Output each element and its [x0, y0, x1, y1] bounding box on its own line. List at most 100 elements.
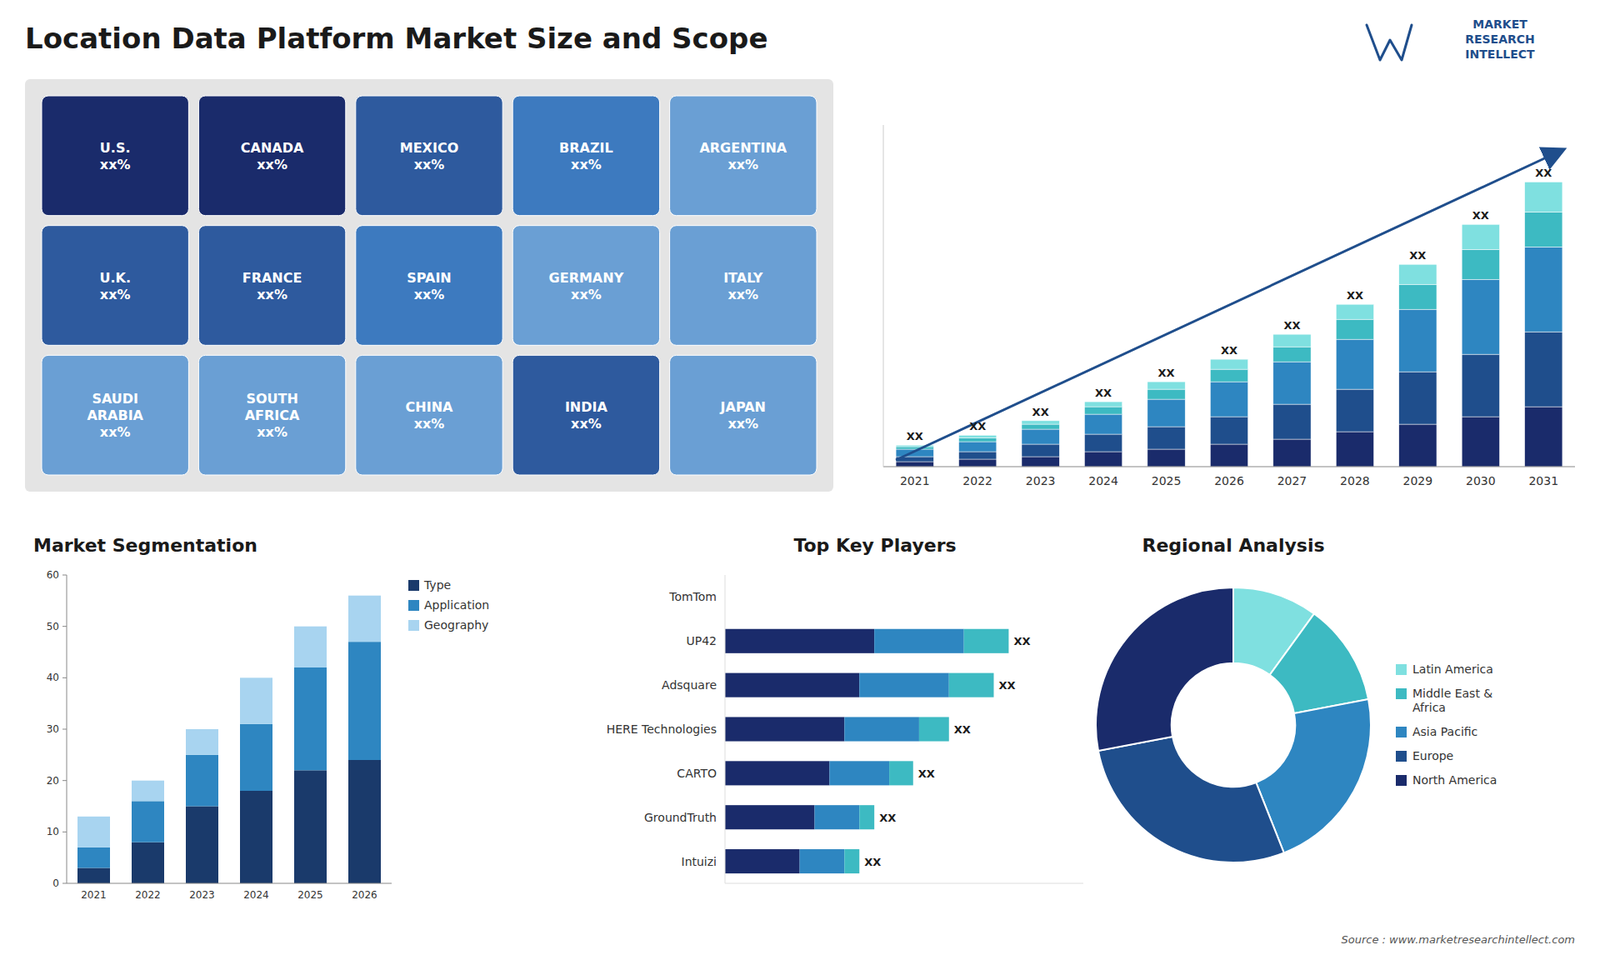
- legend-label-line: North America: [1412, 773, 1497, 787]
- legend-swatch: [1395, 726, 1407, 738]
- y-tick-label: 10: [46, 825, 60, 838]
- x-tick-label: 2025: [297, 889, 324, 901]
- map-label-line: SAUDI: [91, 390, 139, 407]
- chart-title: Regional Analysis: [1141, 535, 1325, 556]
- legend-label-line: Latin America: [1412, 662, 1494, 676]
- bar: [1525, 181, 1563, 212]
- x-tick-label: 2029: [1403, 474, 1434, 488]
- logo-text-line: RESEARCH: [1465, 32, 1535, 46]
- bar: [1084, 451, 1122, 467]
- map-label: ITALYxx%: [723, 270, 764, 303]
- bar: [889, 760, 914, 785]
- bar: [874, 629, 965, 654]
- bar: [1273, 346, 1311, 362]
- bar: [348, 595, 381, 643]
- map-label-line: xx%: [100, 424, 131, 440]
- x-tick-label: 2025: [1151, 474, 1182, 488]
- map-label-line: xx%: [256, 156, 288, 173]
- map-label-line: GERMANY: [549, 270, 625, 286]
- bar: [1525, 246, 1563, 332]
- bar: [294, 770, 327, 884]
- map-label-line: xx%: [727, 286, 759, 303]
- bar: [1335, 319, 1374, 340]
- map-label: U.S.xx%: [100, 140, 131, 173]
- y-tick-label: 20: [46, 775, 60, 787]
- bar: [725, 805, 815, 830]
- map-region: [512, 355, 660, 475]
- y-tick-label: Adsquare: [661, 678, 717, 692]
- map-label-line: xx%: [570, 156, 602, 173]
- map-region: [41, 355, 189, 475]
- legend-label-line: Asia Pacific: [1412, 725, 1478, 739]
- map-region: [355, 95, 503, 216]
- map-label: SOUTHAFRICAxx%: [245, 390, 300, 440]
- map-label-line: xx%: [414, 156, 445, 173]
- bar: [348, 641, 381, 760]
- x-tick-label: 2024: [243, 889, 270, 901]
- map-label-line: CANADA: [240, 140, 305, 156]
- bar: [949, 673, 995, 698]
- bar-annotation: XX: [1472, 209, 1490, 222]
- bar: [959, 441, 997, 452]
- bar: [1273, 334, 1311, 347]
- bar: [77, 816, 110, 848]
- map-label-line: FRANCE: [242, 270, 303, 286]
- bar: [131, 800, 165, 842]
- map-region: [355, 225, 503, 346]
- map-region: [512, 95, 660, 216]
- bar: [1461, 354, 1500, 417]
- map-label: CANADAxx%: [240, 140, 305, 173]
- page: Location Data Platform Market Size and S…: [0, 0, 1600, 955]
- chart-title: Market Segmentation: [33, 535, 258, 556]
- legend-label: Type: [423, 578, 451, 592]
- x-tick-label: 2023: [189, 889, 215, 901]
- bar: [800, 849, 845, 874]
- x-tick-label: 2024: [1088, 474, 1119, 488]
- map-region: [670, 355, 817, 475]
- map-label: FRANCExx%: [242, 270, 303, 303]
- bar: [1273, 361, 1311, 405]
- map-label-line: U.S.: [100, 140, 131, 156]
- bar-annotation: XX: [1283, 319, 1300, 332]
- bar: [1021, 420, 1060, 425]
- legend-label: Asia Pacific: [1412, 725, 1478, 739]
- bar: [1021, 444, 1060, 457]
- bar: [1399, 424, 1437, 467]
- bar: [1525, 331, 1563, 407]
- map-label-line: U.K.: [99, 270, 131, 286]
- x-tick-label: 2026: [1214, 474, 1245, 488]
- legend-label-line: Africa: [1412, 700, 1446, 715]
- bar: [1525, 211, 1563, 247]
- y-tick: [62, 677, 67, 679]
- x-axis: [883, 466, 1575, 468]
- map-label-line: ITALY: [723, 270, 764, 286]
- x-axis: [725, 883, 1084, 885]
- map-background: [25, 79, 834, 492]
- bar: [1461, 224, 1500, 250]
- map-label-line: xx%: [727, 156, 759, 173]
- map-label-line: AFRICA: [245, 407, 300, 424]
- source: Source : www.marketresearchintellect.com: [1341, 933, 1576, 946]
- y-tick: [62, 780, 67, 781]
- title: Location Data Platform Market Size and S…: [25, 21, 769, 55]
- legend-label: Middle East &Africa: [1412, 686, 1493, 715]
- bar: [725, 629, 875, 654]
- bar: [1210, 444, 1248, 467]
- bar: [725, 849, 800, 874]
- map-label-line: ARABIA: [86, 407, 144, 424]
- slice: [1098, 736, 1285, 863]
- legend-swatch: [1395, 775, 1407, 786]
- bar: [185, 729, 219, 755]
- map-label-line: xx%: [570, 415, 602, 432]
- y-axis: [883, 125, 885, 467]
- bar: [725, 673, 860, 698]
- bar-annotation: XX: [999, 679, 1016, 692]
- bar: [959, 459, 997, 467]
- bar: [1210, 359, 1248, 370]
- y-tick-label: CARTO: [676, 766, 717, 780]
- bar: [1147, 449, 1185, 467]
- bar: [348, 760, 381, 884]
- legend-label: Europe: [1412, 749, 1454, 763]
- y-tick: [62, 883, 67, 885]
- map-label-line: SOUTH: [245, 390, 298, 407]
